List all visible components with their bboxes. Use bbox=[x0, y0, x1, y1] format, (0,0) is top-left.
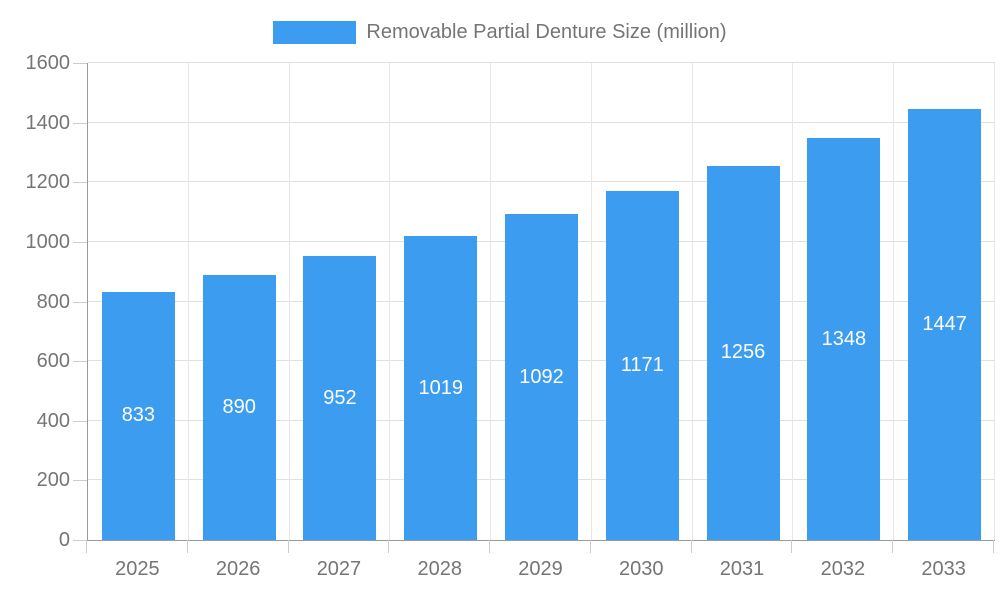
y-axis-label: 1400 bbox=[25, 111, 71, 134]
bar-value-label: 1171 bbox=[620, 353, 664, 376]
x-tick bbox=[86, 540, 87, 553]
y-tick bbox=[73, 420, 87, 422]
h-gridline bbox=[88, 181, 995, 183]
y-axis-label: 0 bbox=[58, 529, 70, 551]
y-axis-label: 800 bbox=[36, 290, 70, 313]
y-tick bbox=[73, 480, 87, 482]
x-axis-label: 2032 bbox=[820, 558, 866, 580]
chart-legend[interactable]: Removable Partial Denture Size (million) bbox=[0, 20, 1000, 44]
x-tick bbox=[388, 540, 390, 553]
y-tick bbox=[73, 122, 87, 124]
bar-2029[interactable]: 1092 bbox=[505, 214, 578, 540]
x-axis-label: 2033 bbox=[921, 558, 966, 580]
x-tick bbox=[892, 540, 894, 553]
v-gridline bbox=[389, 63, 391, 540]
x-axis-label: 2025 bbox=[115, 558, 160, 580]
v-gridline bbox=[792, 63, 794, 540]
y-axis-label: 400 bbox=[36, 409, 70, 432]
h-gridline bbox=[88, 62, 995, 64]
y-axis-label: 1600 bbox=[25, 52, 71, 74]
y-tick bbox=[73, 182, 87, 184]
x-axis-label: 2026 bbox=[215, 558, 261, 580]
x-tick bbox=[589, 540, 591, 553]
bar-value-label: 1348 bbox=[821, 327, 867, 350]
y-axis-label: 200 bbox=[36, 469, 70, 492]
x-axis-label: 2031 bbox=[719, 558, 765, 580]
y-tick bbox=[73, 540, 87, 541]
bar-2032[interactable]: 1348 bbox=[807, 138, 881, 540]
y-tick bbox=[73, 361, 87, 363]
y-axis-label: 1000 bbox=[25, 230, 71, 253]
v-gridline bbox=[490, 63, 492, 540]
y-axis-label: 1200 bbox=[25, 171, 71, 194]
y-tick bbox=[73, 301, 87, 303]
bar-2025[interactable]: 833 bbox=[101, 291, 175, 540]
bar-2030[interactable]: 1171 bbox=[605, 190, 679, 540]
x-tick bbox=[690, 540, 692, 553]
bar-2027[interactable]: 952 bbox=[303, 256, 377, 540]
bar-2033[interactable]: 1447 bbox=[908, 108, 982, 540]
x-tick bbox=[993, 540, 994, 553]
bar-value-label: 1019 bbox=[418, 376, 463, 399]
v-gridline bbox=[590, 63, 592, 540]
bar-value-label: 1447 bbox=[922, 312, 967, 335]
legend-label: Removable Partial Denture Size (million) bbox=[366, 21, 727, 43]
x-tick bbox=[186, 540, 188, 553]
bar-value-label: 833 bbox=[121, 404, 156, 427]
legend-swatch-icon[interactable] bbox=[273, 20, 357, 44]
v-gridline bbox=[893, 63, 895, 540]
x-axis-label: 2028 bbox=[417, 558, 462, 580]
bar-2031[interactable]: 1256 bbox=[706, 165, 780, 540]
v-gridline bbox=[187, 63, 189, 540]
y-tick bbox=[73, 63, 87, 64]
x-axis-label: 2027 bbox=[316, 558, 362, 580]
bar-2026[interactable]: 890 bbox=[202, 274, 276, 540]
bar-value-label: 1092 bbox=[519, 365, 564, 388]
y-tick bbox=[73, 241, 87, 243]
x-tick bbox=[287, 540, 289, 553]
x-axis-label: 2029 bbox=[518, 558, 563, 580]
x-axis-label: 2030 bbox=[619, 558, 664, 580]
bar-2028[interactable]: 1019 bbox=[404, 236, 478, 540]
v-gridline bbox=[691, 63, 693, 540]
plot-area: 833 890 952 1019 1092 1171 1256 1348 1447 bbox=[87, 62, 995, 541]
y-axis-label: 600 bbox=[36, 350, 70, 373]
v-gridline bbox=[994, 63, 995, 540]
v-gridline bbox=[288, 63, 290, 540]
bar-value-label: 1256 bbox=[720, 341, 766, 364]
x-tick bbox=[489, 540, 491, 553]
h-gridline bbox=[88, 121, 995, 123]
bar-value-label: 890 bbox=[222, 395, 256, 418]
bar-value-label: 952 bbox=[323, 386, 357, 409]
x-tick bbox=[791, 540, 793, 553]
